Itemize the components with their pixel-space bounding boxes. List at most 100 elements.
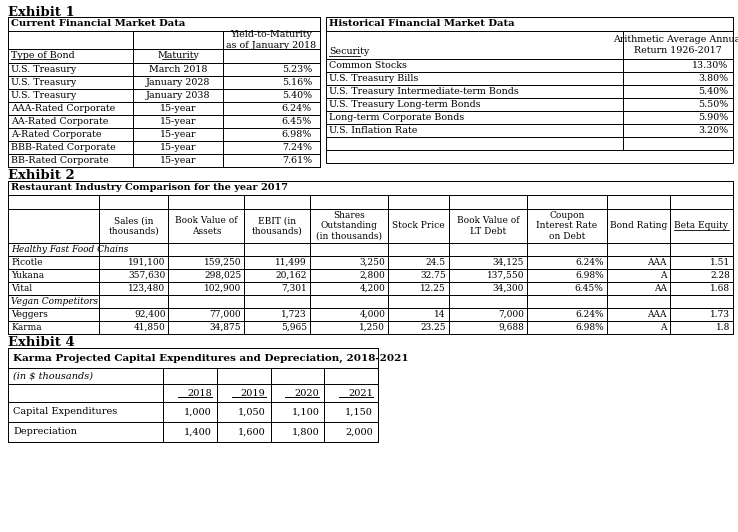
Text: 15-year: 15-year bbox=[159, 130, 196, 139]
Bar bbox=[8, 422, 163, 442]
Bar bbox=[8, 348, 378, 368]
Text: 5.40%: 5.40% bbox=[282, 91, 312, 100]
Text: 6.45%: 6.45% bbox=[282, 117, 312, 126]
Text: 5,965: 5,965 bbox=[280, 323, 307, 332]
Bar bbox=[133, 63, 223, 76]
Bar bbox=[326, 72, 623, 85]
Bar bbox=[324, 384, 378, 402]
Bar bbox=[8, 141, 133, 154]
Text: Yield-to-Maturity
as of January 2018: Yield-to-Maturity as of January 2018 bbox=[227, 30, 317, 50]
Bar bbox=[607, 308, 670, 321]
Text: 15-year: 15-year bbox=[159, 117, 196, 126]
Text: Picotle: Picotle bbox=[11, 258, 43, 267]
Bar bbox=[449, 256, 527, 269]
Bar bbox=[607, 269, 670, 282]
Bar bbox=[527, 209, 607, 243]
Bar bbox=[8, 209, 99, 243]
Bar bbox=[326, 31, 623, 59]
Bar bbox=[607, 295, 670, 308]
Text: 137,550: 137,550 bbox=[486, 271, 524, 280]
Bar bbox=[168, 295, 244, 308]
Text: 2021: 2021 bbox=[348, 388, 373, 397]
Bar bbox=[223, 154, 320, 167]
Bar bbox=[388, 256, 449, 269]
Bar bbox=[527, 256, 607, 269]
Text: Healthy Fast Food Chains: Healthy Fast Food Chains bbox=[11, 245, 128, 254]
Text: 1,000: 1,000 bbox=[184, 408, 212, 417]
Bar bbox=[99, 282, 168, 295]
Bar bbox=[99, 308, 168, 321]
Bar bbox=[223, 89, 320, 102]
Text: Beta Equity: Beta Equity bbox=[675, 221, 728, 230]
Text: 2019: 2019 bbox=[241, 388, 266, 397]
Text: January 2038: January 2038 bbox=[145, 91, 210, 100]
Bar bbox=[8, 63, 133, 76]
Bar bbox=[449, 295, 527, 308]
Text: 1.51: 1.51 bbox=[710, 258, 730, 267]
Text: Exhibit 1: Exhibit 1 bbox=[8, 6, 75, 19]
Bar bbox=[527, 243, 607, 256]
Bar bbox=[223, 76, 320, 89]
Bar bbox=[217, 368, 271, 384]
Bar bbox=[99, 321, 168, 334]
Bar bbox=[244, 295, 310, 308]
Text: 102,900: 102,900 bbox=[204, 284, 241, 293]
Bar bbox=[163, 384, 217, 402]
Bar bbox=[324, 422, 378, 442]
Bar bbox=[223, 115, 320, 128]
Bar bbox=[8, 49, 133, 63]
Bar bbox=[326, 59, 623, 72]
Text: (in $ thousands): (in $ thousands) bbox=[13, 371, 93, 380]
Bar bbox=[310, 195, 388, 209]
Text: 1,600: 1,600 bbox=[238, 428, 266, 436]
Text: 5.40%: 5.40% bbox=[698, 87, 728, 96]
Bar bbox=[99, 269, 168, 282]
Text: 32.75: 32.75 bbox=[420, 271, 446, 280]
Text: 6.24%: 6.24% bbox=[575, 310, 604, 319]
Text: Depreciation: Depreciation bbox=[13, 428, 77, 436]
Bar bbox=[670, 256, 733, 269]
Bar bbox=[133, 154, 223, 167]
Bar bbox=[527, 282, 607, 295]
Text: U.S. Treasury Bills: U.S. Treasury Bills bbox=[329, 74, 418, 83]
Bar bbox=[244, 282, 310, 295]
Text: Capital Expenditures: Capital Expenditures bbox=[13, 408, 117, 417]
Bar bbox=[326, 98, 623, 111]
Bar bbox=[168, 195, 244, 209]
Text: 34,875: 34,875 bbox=[210, 323, 241, 332]
Bar bbox=[133, 49, 223, 63]
Text: 1,250: 1,250 bbox=[359, 323, 385, 332]
Text: AA: AA bbox=[654, 284, 667, 293]
Text: 14: 14 bbox=[434, 310, 446, 319]
Bar bbox=[168, 321, 244, 334]
Text: AA-Rated Corporate: AA-Rated Corporate bbox=[11, 117, 108, 126]
Bar bbox=[99, 256, 168, 269]
Bar bbox=[527, 321, 607, 334]
Bar bbox=[8, 76, 133, 89]
Bar bbox=[449, 269, 527, 282]
Text: 1,100: 1,100 bbox=[292, 408, 320, 417]
Text: 6.45%: 6.45% bbox=[575, 284, 604, 293]
Text: Yukana: Yukana bbox=[11, 271, 44, 280]
Text: U.S. Inflation Rate: U.S. Inflation Rate bbox=[329, 126, 418, 135]
Bar bbox=[168, 256, 244, 269]
Bar bbox=[168, 209, 244, 243]
Bar bbox=[8, 89, 133, 102]
Text: 2,000: 2,000 bbox=[345, 428, 373, 436]
Bar bbox=[99, 209, 168, 243]
Text: AAA: AAA bbox=[647, 258, 667, 267]
Bar bbox=[133, 31, 223, 49]
Bar bbox=[271, 368, 324, 384]
Bar bbox=[8, 282, 99, 295]
Bar bbox=[449, 243, 527, 256]
Text: 77,000: 77,000 bbox=[210, 310, 241, 319]
Text: 298,025: 298,025 bbox=[204, 271, 241, 280]
Bar bbox=[607, 282, 670, 295]
Bar bbox=[310, 256, 388, 269]
Bar bbox=[310, 243, 388, 256]
Text: 191,100: 191,100 bbox=[128, 258, 165, 267]
Text: 6.98%: 6.98% bbox=[575, 271, 604, 280]
Text: January 2028: January 2028 bbox=[146, 78, 210, 87]
Text: 6.24%: 6.24% bbox=[282, 104, 312, 113]
Bar bbox=[217, 402, 271, 422]
